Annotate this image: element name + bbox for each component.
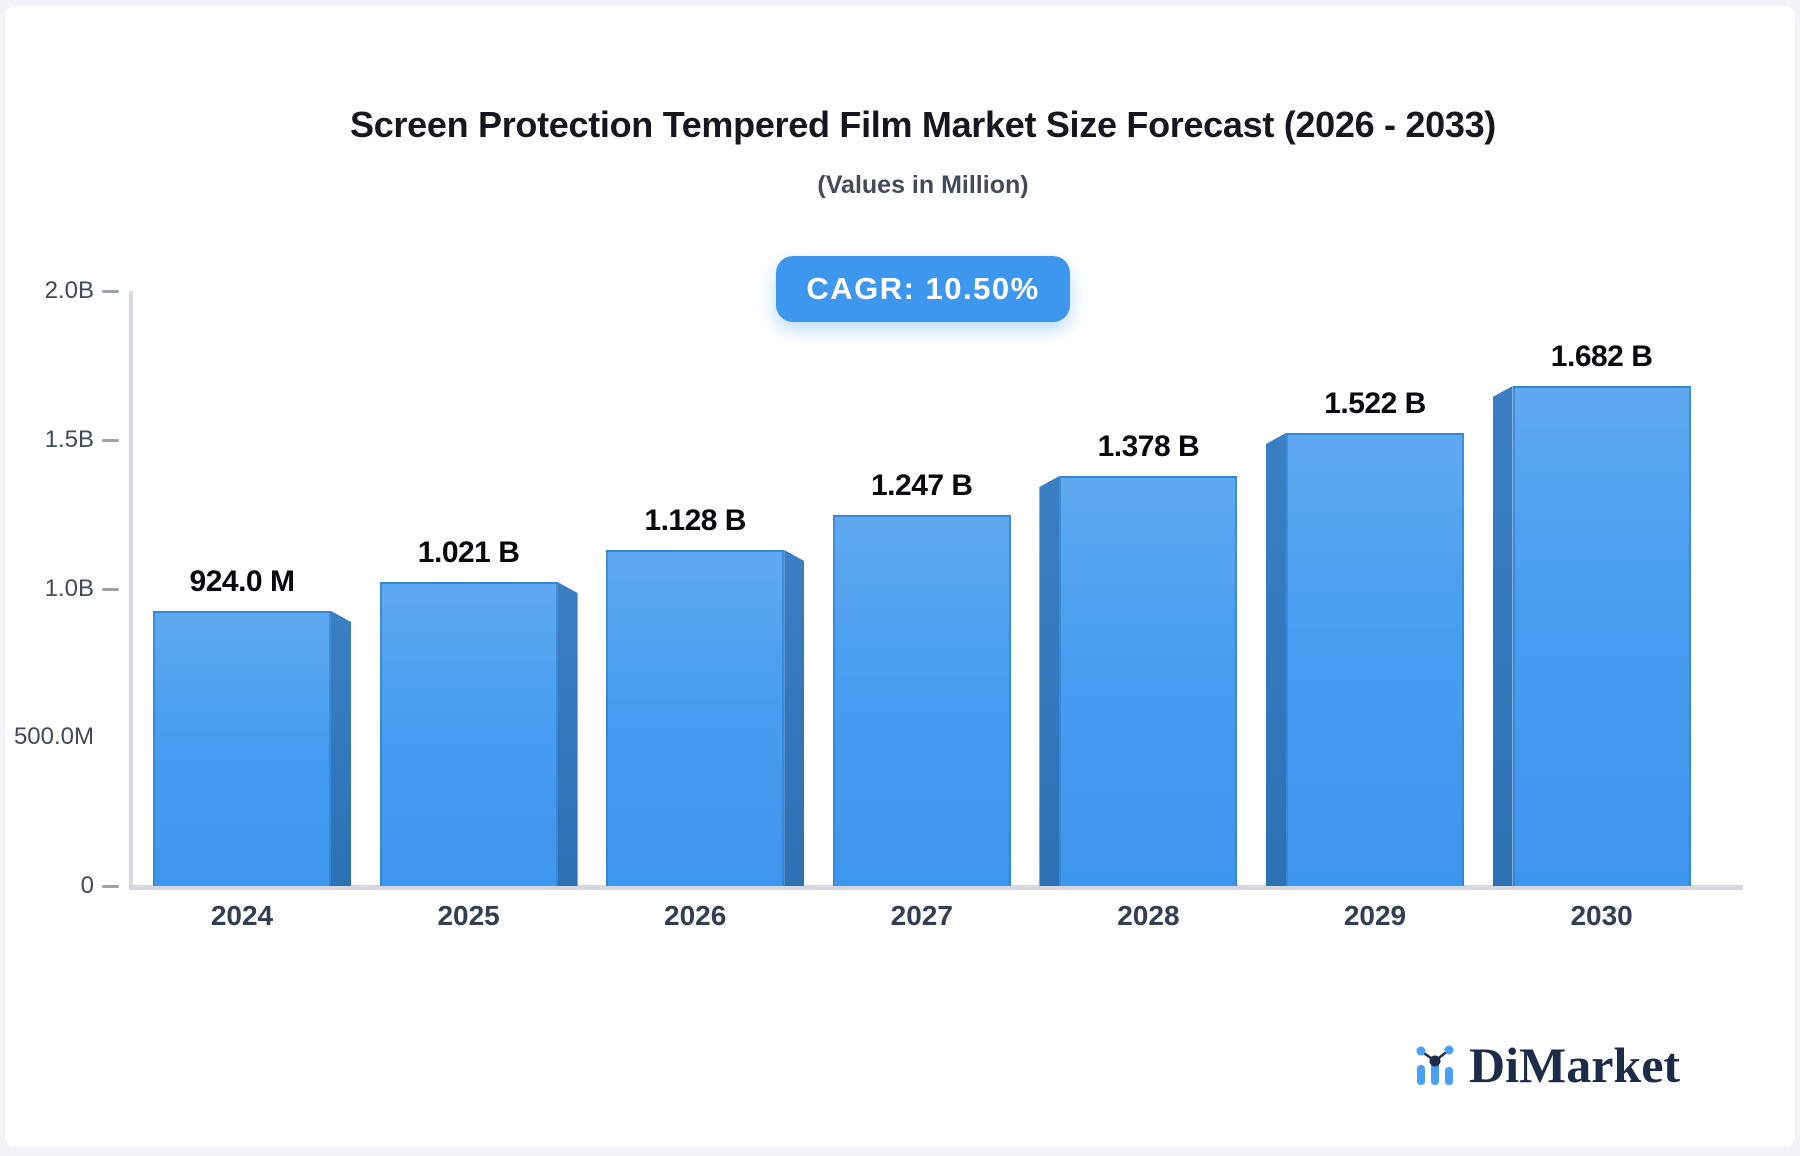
bar-side-face — [1266, 433, 1286, 886]
cagr-badge: CAGR: 10.50% — [776, 256, 1070, 322]
bar-side-face — [557, 582, 578, 886]
cagr-badge-row: CAGR: 10.50% — [48, 256, 1798, 322]
x-axis-label-2026: 2026 — [664, 900, 727, 931]
bar-2025[interactable] — [380, 582, 558, 886]
bar-2024[interactable] — [153, 611, 331, 886]
bar-2028[interactable] — [1059, 476, 1237, 886]
bar-side-face — [1492, 386, 1513, 886]
bar-2029[interactable] — [1286, 433, 1464, 886]
bar-2030[interactable] — [1513, 386, 1691, 886]
bar-side-face — [331, 611, 351, 886]
x-axis-label-2028: 2028 — [1117, 900, 1180, 931]
y-axis-line — [129, 291, 133, 890]
bar-value-label: 1.247 B — [871, 469, 973, 502]
x-axis-label-2024: 2024 — [210, 900, 274, 931]
bar-2026[interactable] — [606, 550, 784, 886]
y-axis-tick-label: 0 — [80, 872, 94, 899]
bar-side-face — [784, 550, 805, 886]
y-axis-tick-label: 1.5B — [44, 425, 94, 453]
bar-value-label: 1.128 B — [644, 504, 746, 537]
bar-side-face — [1039, 476, 1060, 886]
y-tick-dash — [102, 438, 119, 442]
y-tick-dash — [102, 885, 119, 888]
y-tick-dash — [102, 290, 119, 293]
x-axis-line — [129, 885, 1743, 890]
bar-value-label: 1.378 B — [1097, 430, 1200, 463]
bar-value-label: 1.021 B — [417, 536, 520, 569]
y-axis-tick-label: 2.0B — [44, 277, 94, 304]
y-axis-tick-label: 1.0B — [44, 574, 94, 602]
y-tick-dash — [102, 587, 119, 591]
x-axis-label-2027: 2027 — [890, 900, 953, 931]
y-axis-tick-label: 500.0M — [13, 723, 94, 751]
dimarket-logo-text: DiMarket — [1469, 1037, 1681, 1093]
x-axis-label-2025: 2025 — [437, 900, 500, 931]
bar-value-label: 1.682 B — [1550, 340, 1653, 373]
dimarket-logo-icon — [1416, 1045, 1454, 1085]
bar-value-label: 924.0 M — [189, 565, 295, 598]
dimarket-logo: DiMarket — [1415, 1040, 1680, 1090]
bar-value-label: 1.522 B — [1324, 387, 1426, 420]
x-axis-label-2030: 2030 — [1570, 900, 1633, 931]
chart-subtitle: (Values in Million) — [817, 171, 1029, 199]
chart-title: Screen Protection Tempered Film Market S… — [350, 104, 1496, 145]
bar-2027[interactable] — [833, 515, 1011, 886]
x-axis-label-2029: 2029 — [1343, 900, 1407, 931]
